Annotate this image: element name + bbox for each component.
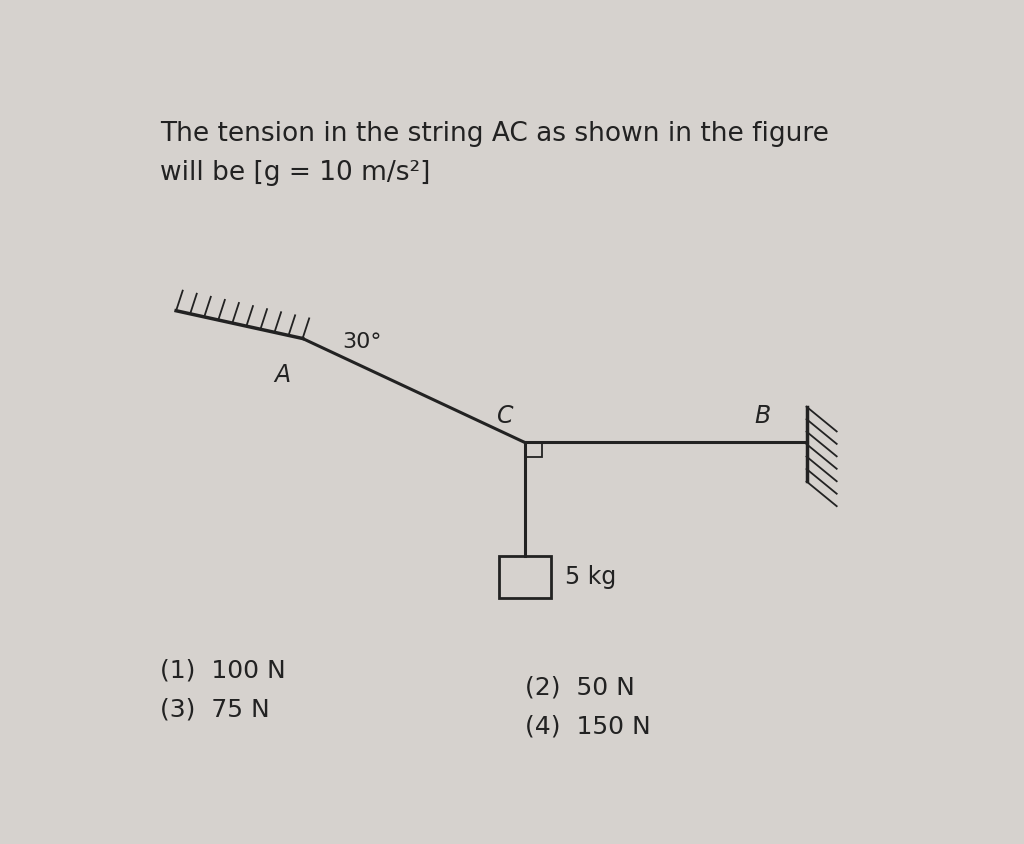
Bar bbox=[499, 556, 551, 598]
Text: 5 kg: 5 kg bbox=[565, 565, 616, 589]
Text: (3)  75 N: (3) 75 N bbox=[160, 698, 269, 722]
Text: The tension in the string AC as shown in the figure: The tension in the string AC as shown in… bbox=[160, 121, 828, 147]
Text: C: C bbox=[497, 404, 513, 428]
Text: B: B bbox=[755, 404, 771, 428]
Text: (2)  50 N: (2) 50 N bbox=[524, 675, 635, 699]
Text: (4)  150 N: (4) 150 N bbox=[524, 714, 650, 738]
Text: (1)  100 N: (1) 100 N bbox=[160, 659, 286, 683]
Bar bbox=[524, 442, 543, 457]
Text: 30°: 30° bbox=[342, 332, 382, 352]
Text: A: A bbox=[274, 363, 291, 387]
Text: will be [g = 10 m/s²]: will be [g = 10 m/s²] bbox=[160, 160, 430, 186]
